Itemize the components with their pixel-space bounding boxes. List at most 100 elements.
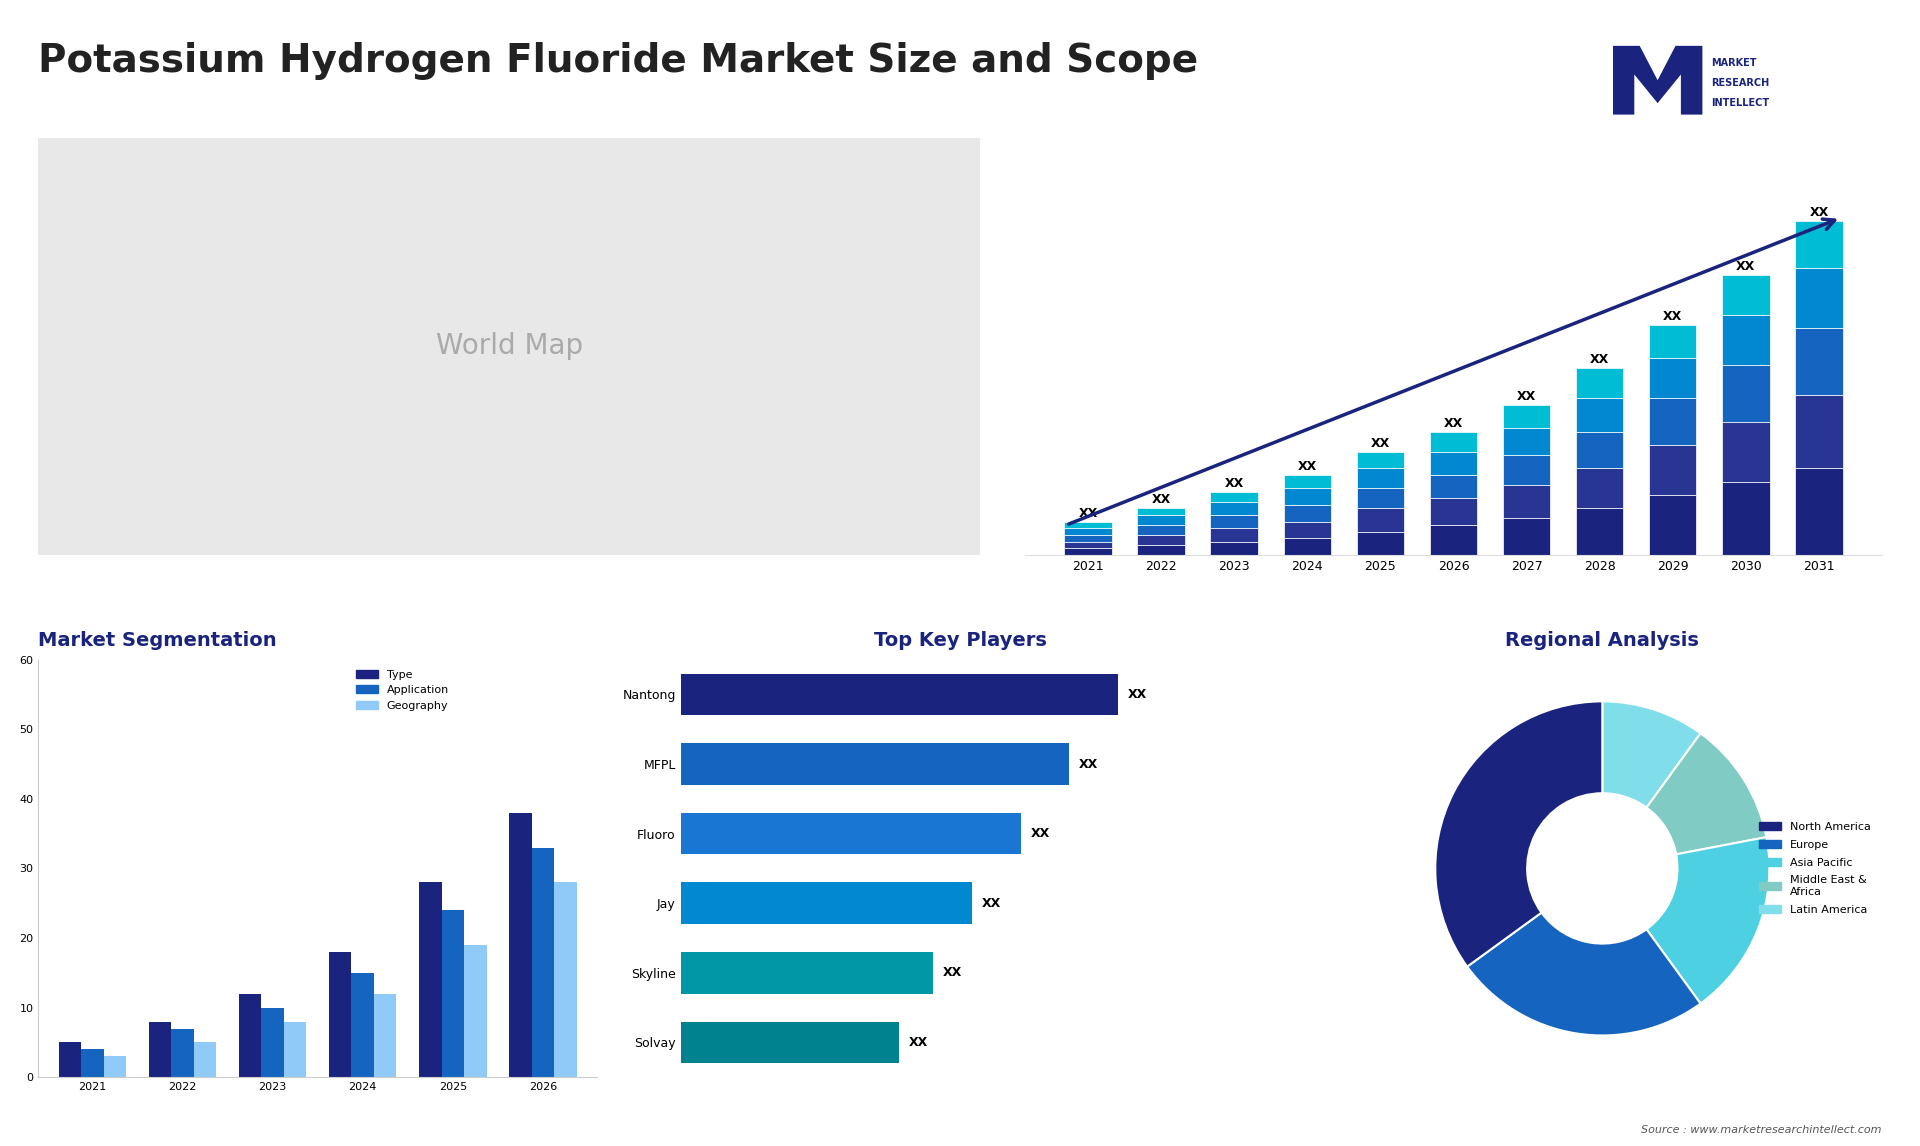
Bar	[104, 1057, 127, 1077]
Bar	[1137, 515, 1185, 525]
Bar	[1283, 521, 1331, 539]
Bar	[1210, 542, 1258, 555]
Bar	[194, 1043, 217, 1077]
Bar	[1649, 495, 1697, 555]
Bar	[1576, 432, 1624, 469]
Bar	[682, 952, 933, 994]
Bar	[284, 1021, 307, 1077]
Bar	[148, 1021, 171, 1077]
Bar	[1503, 485, 1549, 518]
Text: XX: XX	[1079, 507, 1098, 520]
Bar	[1795, 469, 1843, 555]
Bar	[682, 813, 1021, 855]
Bar	[1576, 398, 1624, 432]
Bar	[1795, 221, 1843, 268]
Bar	[1064, 528, 1112, 535]
Text: XX: XX	[1079, 758, 1098, 770]
Wedge shape	[1436, 701, 1603, 966]
Bar	[328, 952, 351, 1077]
Bar	[682, 674, 1117, 715]
Text: Source : www.marketresearchintellect.com: Source : www.marketresearchintellect.com	[1642, 1124, 1882, 1135]
Text: MARKET: MARKET	[1711, 58, 1757, 68]
Bar	[171, 1028, 194, 1077]
Bar	[1357, 509, 1404, 532]
Bar	[1430, 474, 1476, 499]
Text: XX: XX	[1031, 827, 1050, 840]
Bar	[1357, 469, 1404, 488]
Bar	[1210, 502, 1258, 515]
Bar	[238, 994, 261, 1077]
Bar	[81, 1050, 104, 1077]
Bar	[1503, 518, 1549, 555]
Bar	[509, 813, 532, 1077]
Bar	[1357, 488, 1404, 509]
Bar	[1283, 488, 1331, 505]
Bar	[1430, 525, 1476, 555]
Bar	[374, 994, 397, 1077]
Bar	[682, 1021, 899, 1063]
Bar	[1210, 528, 1258, 542]
Bar	[1795, 268, 1843, 328]
Bar	[1064, 535, 1112, 542]
Text: XX: XX	[1590, 353, 1609, 366]
Bar	[1064, 521, 1112, 528]
Bar	[1576, 368, 1624, 398]
Bar	[1795, 394, 1843, 469]
Text: XX: XX	[1152, 494, 1171, 507]
Bar	[1064, 542, 1112, 549]
Bar	[1722, 364, 1770, 422]
Polygon shape	[1613, 46, 1703, 115]
Legend: Type, Application, Geography: Type, Application, Geography	[351, 665, 453, 715]
Text: XX: XX	[1127, 688, 1146, 701]
Text: XX: XX	[1663, 309, 1682, 323]
Text: XX: XX	[1809, 206, 1828, 219]
Bar	[1503, 455, 1549, 485]
Bar	[1722, 315, 1770, 364]
Bar	[1576, 509, 1624, 555]
Bar	[419, 882, 442, 1077]
Text: INTELLECT: INTELLECT	[1711, 99, 1770, 108]
Bar	[351, 973, 374, 1077]
Bar	[1430, 452, 1476, 474]
Text: Market Segmentation: Market Segmentation	[38, 630, 276, 650]
Bar	[1503, 429, 1549, 455]
Text: XX: XX	[908, 1036, 927, 1049]
Bar	[261, 1007, 284, 1077]
Bar	[1137, 525, 1185, 535]
Bar	[1649, 324, 1697, 358]
Text: XX: XX	[1225, 477, 1244, 489]
Bar	[1283, 505, 1331, 521]
Bar	[682, 743, 1069, 785]
Text: XX: XX	[981, 896, 1000, 910]
Bar	[1576, 469, 1624, 509]
Text: XX: XX	[1371, 437, 1390, 449]
Bar	[532, 848, 555, 1077]
Text: XX: XX	[1517, 390, 1536, 402]
Text: RESEARCH: RESEARCH	[1711, 78, 1770, 87]
Text: World Map: World Map	[436, 332, 584, 360]
Bar	[1210, 515, 1258, 528]
Text: XX: XX	[943, 966, 962, 980]
Title: Top Key Players: Top Key Players	[874, 630, 1046, 650]
Bar	[1283, 474, 1331, 488]
Bar	[60, 1043, 81, 1077]
Bar	[1357, 532, 1404, 555]
Wedge shape	[1647, 837, 1770, 1004]
Text: XX: XX	[1736, 259, 1755, 273]
Bar	[442, 910, 465, 1077]
Bar	[1722, 422, 1770, 481]
Bar	[1503, 405, 1549, 429]
Wedge shape	[1467, 912, 1701, 1036]
Bar	[1722, 481, 1770, 555]
Wedge shape	[1647, 733, 1766, 854]
Title: Regional Analysis: Regional Analysis	[1505, 630, 1699, 650]
Bar	[1722, 275, 1770, 315]
Bar	[1137, 545, 1185, 555]
Bar	[1283, 539, 1331, 555]
Legend: North America, Europe, Asia Pacific, Middle East &
Africa, Latin America: North America, Europe, Asia Pacific, Mid…	[1755, 817, 1876, 919]
Bar	[1430, 432, 1476, 452]
Bar	[1064, 549, 1112, 555]
Bar	[1649, 398, 1697, 445]
Text: Potassium Hydrogen Fluoride Market Size and Scope: Potassium Hydrogen Fluoride Market Size …	[38, 42, 1198, 80]
Wedge shape	[1603, 701, 1701, 808]
